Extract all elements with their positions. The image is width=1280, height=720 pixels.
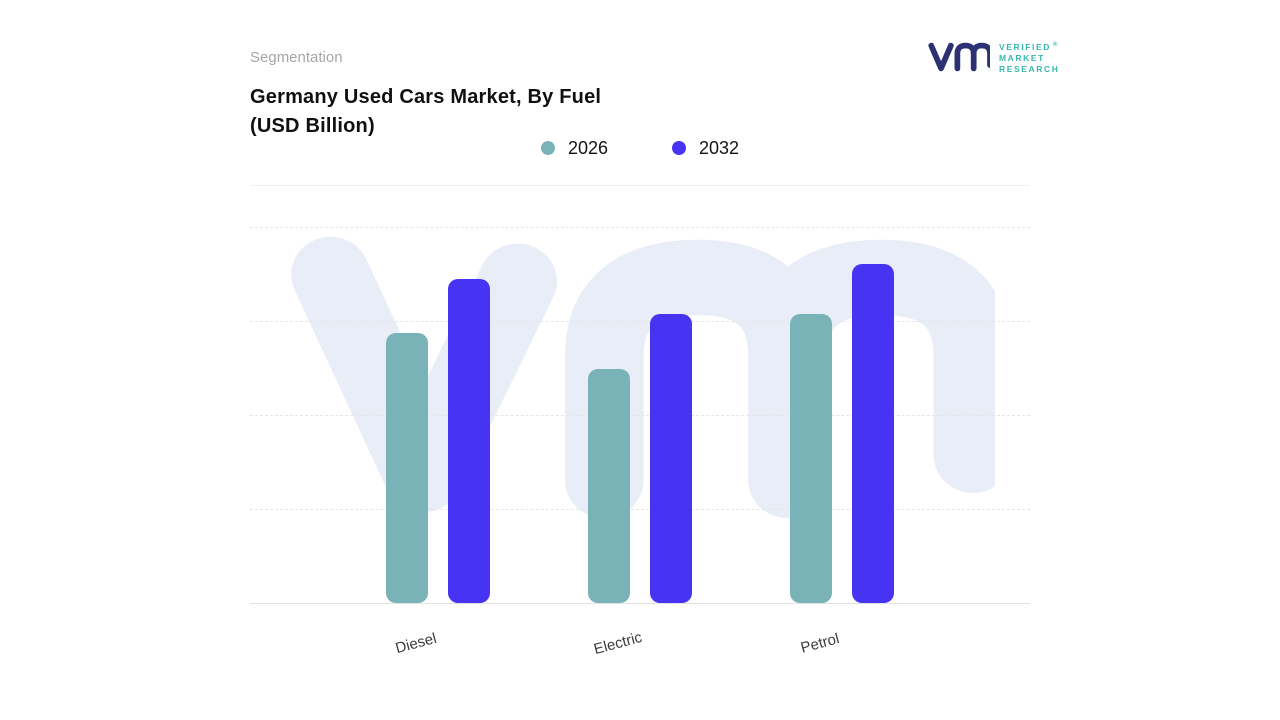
bar-group-diesel — [385, 227, 490, 603]
legend-dot-2026 — [540, 141, 555, 155]
x-axis-label-electric: Electric — [592, 628, 644, 659]
x-axis-labels: Diesel Electric Petrol — [250, 603, 1030, 673]
plot-area — [250, 227, 1030, 604]
bar-2026-diesel[interactable] — [385, 333, 428, 603]
chart-title: Germany Used Cars Market, By Fuel (USD Bi… — [250, 83, 601, 141]
bar-group-electric — [588, 227, 692, 603]
bar-2032-diesel[interactable] — [447, 278, 490, 603]
vmr-logo-line2: MARKET — [999, 52, 1045, 63]
segmentation-label: Segmentation — [250, 49, 343, 66]
gridline — [250, 509, 1030, 510]
legend-item-2026[interactable]: 2026 — [540, 137, 608, 159]
gridline — [250, 227, 1030, 228]
legend-label: 2032 — [699, 137, 740, 158]
bar-2026-electric[interactable] — [588, 369, 630, 603]
gridline — [250, 415, 1030, 416]
legend-dot-2032 — [672, 141, 686, 155]
bar-2032-petrol[interactable] — [852, 263, 895, 603]
gridline — [250, 321, 1030, 322]
vmr-logo: VERIFIED ® MARKET RESEARCH — [928, 40, 1060, 75]
vmr-logo-text: VERIFIED ® MARKET RESEARCH — [999, 40, 1060, 75]
registered-mark: ® — [1053, 42, 1060, 48]
vmr-monogram-icon — [928, 43, 990, 72]
vmr-logo-line1: VERIFIED — [999, 41, 1052, 52]
bar-2032-electric[interactable] — [650, 313, 692, 603]
bar-2026-petrol[interactable] — [790, 313, 833, 603]
chart-title-line2: (USD Billion) — [250, 115, 375, 137]
header-divider — [250, 185, 1030, 186]
legend-label: 2026 — [567, 137, 608, 158]
legend-item-2032[interactable]: 2032 — [672, 138, 739, 159]
x-axis-label-diesel: Diesel — [393, 629, 439, 658]
chart-legend: 2026 2032 — [250, 133, 1030, 163]
bar-group-petrol — [790, 227, 895, 603]
chart-title-line1: Germany Used Cars Market, By Fuel — [250, 86, 602, 108]
x-axis-label-petrol: Petrol — [798, 630, 842, 657]
vmr-logo-line3: RESEARCH — [999, 63, 1060, 74]
